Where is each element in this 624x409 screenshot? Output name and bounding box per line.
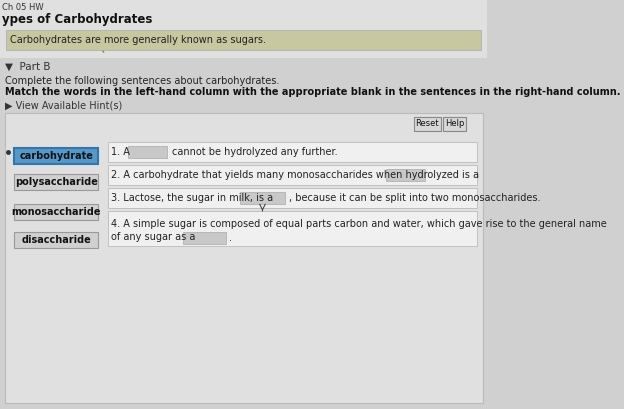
Text: carbohydrate: carbohydrate: [19, 151, 93, 161]
Bar: [414, 117, 441, 131]
Bar: [443, 117, 466, 131]
Bar: [0, 58, 487, 409]
Bar: [108, 142, 477, 162]
Text: polysaccharide: polysaccharide: [15, 177, 98, 187]
Bar: [5, 113, 483, 403]
Bar: [108, 211, 477, 246]
Text: Ch 05 HW: Ch 05 HW: [2, 3, 44, 12]
Text: 2. A carbohydrate that yields many monosaccharides when hydrolyzed is a: 2. A carbohydrate that yields many monos…: [111, 170, 479, 180]
Text: , because it can be split into two monosaccharides.: , because it can be split into two monos…: [289, 193, 540, 203]
Bar: [183, 232, 226, 244]
Text: Complete the following sentences about carbohydrates.: Complete the following sentences about c…: [5, 76, 279, 86]
Text: of any sugar as a: of any sugar as a: [111, 232, 195, 242]
Text: Carbohydrates are more generally known as sugars.: Carbohydrates are more generally known a…: [10, 35, 266, 45]
Bar: [14, 204, 99, 220]
Text: ▶ View Available Hint(s): ▶ View Available Hint(s): [5, 100, 122, 110]
Text: .: .: [229, 233, 232, 243]
Bar: [128, 146, 167, 158]
Text: Help: Help: [445, 119, 464, 128]
Bar: [0, 0, 487, 58]
Bar: [14, 232, 99, 248]
Text: 1. A: 1. A: [111, 147, 130, 157]
Bar: [108, 188, 477, 208]
Text: ˞: ˞: [102, 49, 104, 55]
Text: ▼  Part B: ▼ Part B: [5, 62, 50, 72]
Bar: [6, 30, 481, 50]
Bar: [386, 169, 425, 181]
Bar: [14, 148, 99, 164]
Bar: [14, 174, 99, 190]
Text: 3. Lactose, the sugar in milk, is a: 3. Lactose, the sugar in milk, is a: [111, 193, 273, 203]
Text: monosaccharide: monosaccharide: [11, 207, 101, 217]
Text: ypes of Carbohydrates: ypes of Carbohydrates: [2, 13, 153, 26]
Text: 4. A simple sugar is composed of equal parts carbon and water, which gave rise t: 4. A simple sugar is composed of equal p…: [111, 219, 607, 229]
Text: disaccharide: disaccharide: [21, 235, 91, 245]
Bar: [108, 165, 477, 185]
Text: Reset: Reset: [416, 119, 439, 128]
Text: Match the words in the left-hand column with the appropriate blank in the senten: Match the words in the left-hand column …: [5, 87, 620, 97]
Bar: [240, 192, 285, 204]
Text: cannot be hydrolyzed any further.: cannot be hydrolyzed any further.: [172, 147, 338, 157]
